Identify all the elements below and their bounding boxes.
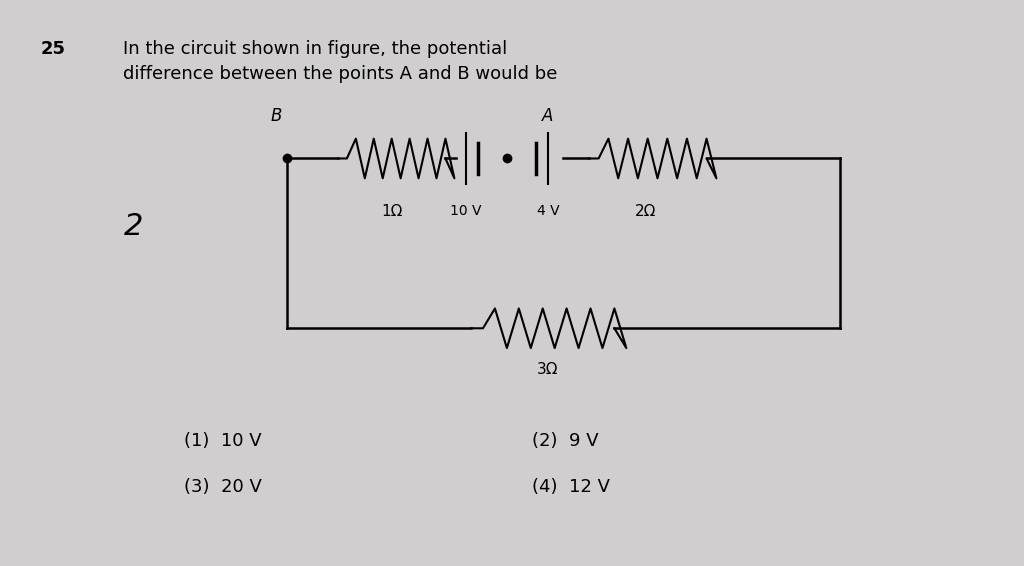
Text: 2: 2 [124, 212, 142, 241]
Text: 3Ω: 3Ω [538, 362, 558, 378]
Text: 10 V: 10 V [451, 204, 481, 218]
Text: 2Ω: 2Ω [635, 204, 655, 219]
Text: (4)  12 V: (4) 12 V [532, 478, 610, 496]
Text: 25: 25 [41, 40, 66, 58]
Text: 4 V: 4 V [537, 204, 559, 218]
Text: B: B [270, 106, 283, 125]
Text: In the circuit shown in figure, the potential
difference between the points A an: In the circuit shown in figure, the pote… [123, 40, 557, 83]
Text: 1Ω: 1Ω [382, 204, 402, 219]
Text: (1)  10 V: (1) 10 V [184, 432, 262, 451]
Text: A: A [542, 106, 554, 125]
Text: (2)  9 V: (2) 9 V [532, 432, 599, 451]
Text: (3)  20 V: (3) 20 V [184, 478, 262, 496]
